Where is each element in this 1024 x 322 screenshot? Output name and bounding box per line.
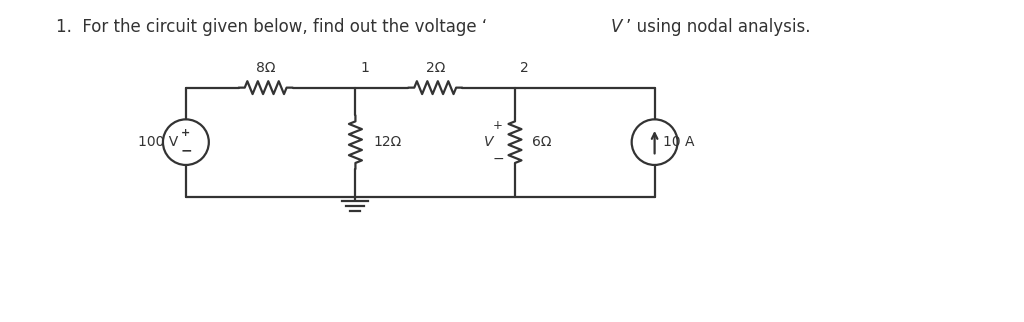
Text: 10 A: 10 A: [663, 135, 694, 149]
Text: 1: 1: [360, 61, 370, 75]
Text: +: +: [181, 128, 190, 138]
Text: V: V: [611, 18, 623, 36]
Text: 6Ω: 6Ω: [531, 135, 552, 149]
Text: −: −: [180, 144, 191, 158]
Text: 2: 2: [520, 61, 528, 75]
Text: 12Ω: 12Ω: [374, 135, 401, 149]
Text: 2Ω: 2Ω: [426, 61, 444, 75]
Text: 1.  For the circuit given below, find out the voltage ‘: 1. For the circuit given below, find out…: [56, 18, 487, 36]
Text: 8Ω: 8Ω: [256, 61, 275, 75]
Text: V: V: [483, 135, 493, 149]
Text: ’ using nodal analysis.: ’ using nodal analysis.: [626, 18, 810, 36]
Text: −: −: [493, 152, 504, 166]
Text: +: +: [494, 119, 503, 132]
Text: 100 V: 100 V: [137, 135, 178, 149]
